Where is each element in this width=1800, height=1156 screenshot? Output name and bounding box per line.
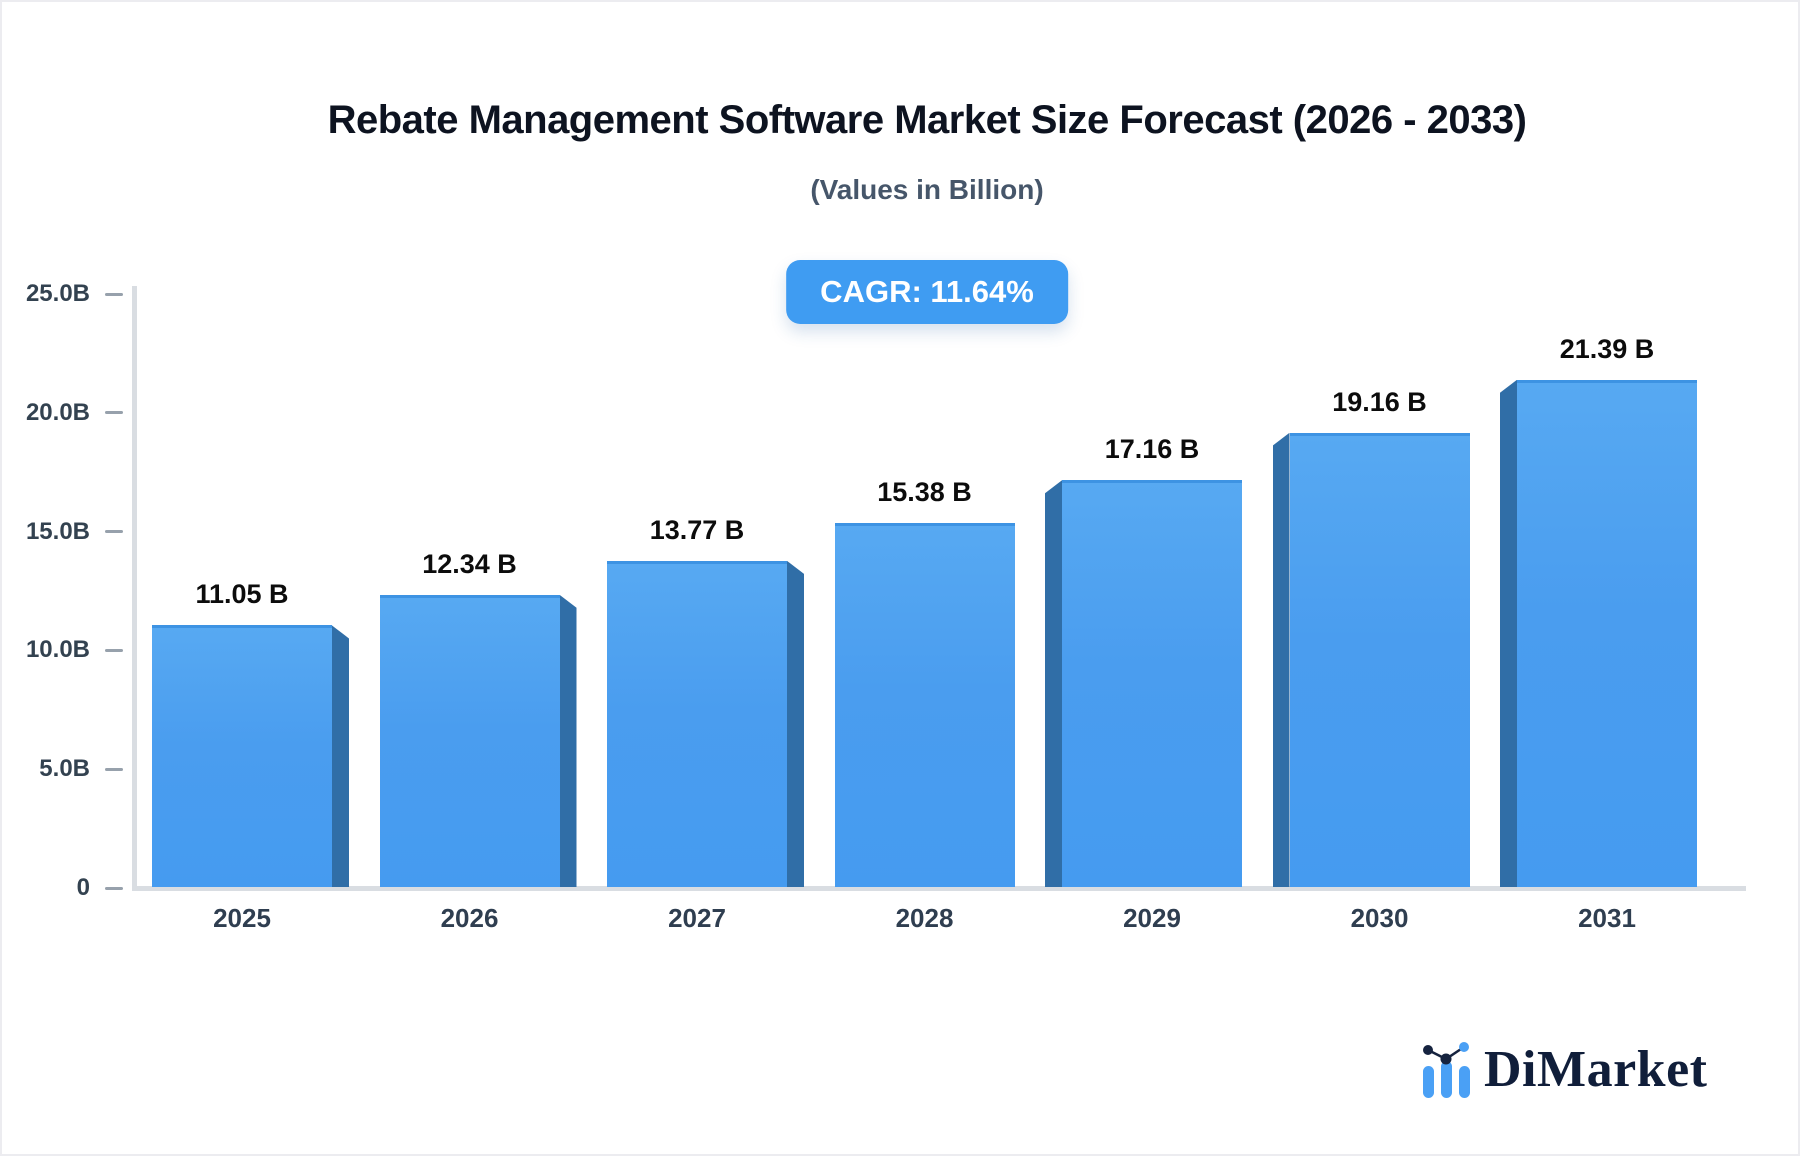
x-tick-label: 2025: [213, 903, 271, 933]
y-tick-label: 10.0B: [25, 636, 90, 664]
bar-side-panel: [332, 625, 349, 887]
bar-value-label: 11.05 B: [195, 579, 289, 610]
bar-2027: [607, 560, 787, 887]
y-tick-label: 15.0B: [25, 517, 90, 545]
x-axis-line: [132, 886, 1746, 891]
y-tick-label: 5.0B: [39, 755, 90, 783]
brand-name: DiMarket: [1484, 1041, 1708, 1098]
y-tick-mark: [105, 411, 123, 415]
bar-2031: [1517, 379, 1697, 887]
cagr-badge: CAGR: 11.64%: [786, 260, 1068, 324]
cagr-badge-label: CAGR: 11.64%: [820, 274, 1034, 309]
x-tick-label: 2029: [1123, 903, 1181, 933]
y-tick-mark: [105, 886, 123, 890]
y-tick-mark: [105, 530, 123, 534]
bar-value-label: 21.39 B: [1559, 333, 1655, 364]
y-tick-mark: [105, 292, 123, 296]
y-tick-label: 20.0B: [25, 398, 90, 426]
y-tick-mark: [105, 648, 123, 652]
y-tick-label: 0: [76, 874, 90, 901]
dimarket-logo-icon: [1423, 1042, 1470, 1098]
y-tick-label: 25.0B: [25, 280, 90, 307]
x-tick-label: 2030: [1350, 903, 1409, 933]
bar-value-label: 15.38 B: [877, 476, 972, 507]
chart-title: Rebate Management Software Market Size F…: [327, 98, 1527, 142]
bar-2028: [834, 522, 1015, 887]
bar-side-panel: [787, 560, 804, 887]
bar-2025: [152, 625, 332, 887]
bar-side-panel: [1045, 480, 1062, 887]
y-axis-line: [132, 286, 137, 890]
x-tick-label: 2028: [895, 903, 954, 933]
bar-2030: [1289, 432, 1470, 887]
bar-side-panel: [1500, 379, 1517, 887]
bar-value-label: 17.16 B: [1104, 434, 1200, 465]
x-tick-label: 2026: [440, 903, 499, 933]
bar-value-label: 12.34 B: [422, 548, 517, 579]
chart-subtitle: (Values in Billion): [810, 174, 1044, 205]
x-tick-label: 2031: [1578, 903, 1636, 933]
bar-value-label: 19.16 B: [1332, 386, 1427, 417]
bar-side-panel: [1272, 432, 1290, 887]
brand-logo: DiMarket: [1420, 1040, 1707, 1100]
bar-2026: [379, 594, 560, 887]
x-tick-label: 2027: [668, 903, 726, 933]
bar-2029: [1062, 480, 1242, 887]
y-tick-mark: [105, 767, 123, 771]
bar-side-panel: [559, 594, 577, 887]
bar-value-label: 13.77 B: [649, 514, 745, 545]
